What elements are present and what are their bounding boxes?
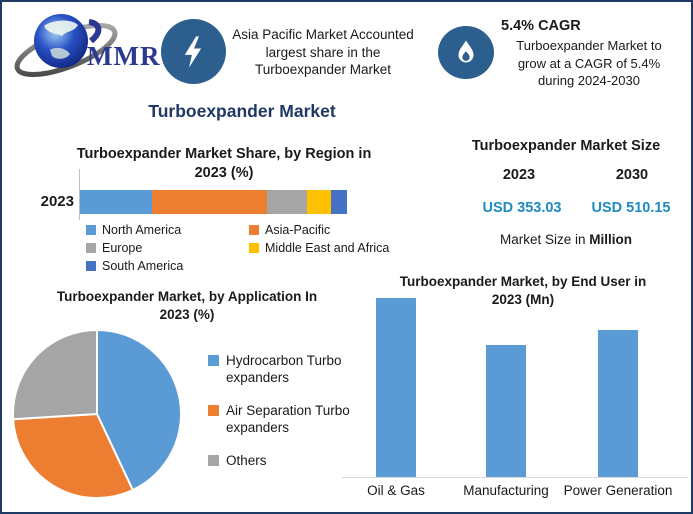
market-size-note-prefix: Market Size in xyxy=(499,232,590,247)
legend-swatch-others xyxy=(208,455,219,466)
region-chart-title-line-2: 2023 (%) xyxy=(194,165,254,181)
enduser-category-oil-gas: Oil & Gas xyxy=(367,483,425,498)
legend-label-line: Hydrocarbon Turbo xyxy=(226,353,342,368)
legend-label-north-america: North America xyxy=(102,223,182,237)
market-size-note: Market Size in Million xyxy=(447,232,685,247)
legend-item-north-america: North America xyxy=(86,223,249,237)
lightning-badge xyxy=(161,19,226,84)
region-chart-category-label: 2023 xyxy=(40,193,74,210)
cagr-title: 5.4% CAGR xyxy=(501,18,581,34)
enduser-category-manufacturing: Manufacturing xyxy=(463,483,549,498)
logo-text: MMR xyxy=(87,41,160,71)
enduser-bar-oil-gas xyxy=(376,298,416,477)
legend-item-others: Others xyxy=(208,452,350,469)
cagr-line-2: grow at a CAGR of 5.4% xyxy=(517,55,661,71)
legend-item-europe: Europe xyxy=(86,241,249,255)
legend-label-hydrocarbon-turbo-expanders: Hydrocarbon Turbo expanders xyxy=(226,352,342,386)
market-size-title: Turboexpander Market Size xyxy=(471,138,661,154)
enduser-category-power-generation: Power Generation xyxy=(563,483,673,498)
highlight-statement: Asia Pacific Market Accounted largest sh… xyxy=(224,26,422,79)
enduser-bar-power-generation xyxy=(598,330,638,477)
application-pie-chart xyxy=(12,329,182,500)
enduser-bar-manufacturing xyxy=(486,345,526,477)
application-chart-legend: Hydrocarbon Turbo expanders Air Separation… xyxy=(208,352,350,485)
legend-label-europe: Europe xyxy=(102,241,143,255)
enduser-chart-title-line-1: Turboexpander Market, by End User in xyxy=(399,274,647,289)
highlight-line-1: Asia Pacific Market Accounted xyxy=(232,27,414,42)
legend-swatch-south-america xyxy=(86,261,96,271)
pie-slice-hydrocarbon-turbo-expanders xyxy=(96,329,182,492)
legend-label-air-separation-turbo-expanders: Air Separation Turbo expanders xyxy=(226,402,350,436)
pie-slice-air-separation-turbo-expanders xyxy=(12,413,134,500)
legend-swatch-europe xyxy=(86,243,96,253)
region-bar-segment-europe xyxy=(266,190,307,214)
region-bar-segment-asia-pacific xyxy=(152,190,267,214)
globe-icon: MMR xyxy=(14,14,160,77)
page-title: Turboexpander Market xyxy=(148,101,336,121)
market-size-panel: Turboexpander Market Size 2023 2030 USD … xyxy=(447,138,685,250)
flame-icon xyxy=(458,40,474,63)
legend-label-middle-east-and-africa: Middle East and Africa xyxy=(265,241,390,255)
cagr-line-1: Turboexpander Market to xyxy=(516,38,662,53)
enduser-chart-title: Turboexpander Market, by End User in 202… xyxy=(385,273,661,309)
legend-item-asia-pacific: Asia-Pacific xyxy=(249,223,391,237)
region-bar-segment-middle-east-and-africa xyxy=(306,190,331,214)
region-bar-segment-north-america xyxy=(80,190,153,214)
pie-slice-others xyxy=(12,329,98,421)
legend-swatch-north-america xyxy=(86,225,96,235)
legend-label-others: Others xyxy=(226,452,267,469)
legend-item-hydrocarbon-turbo-expanders: Hydrocarbon Turbo expanders xyxy=(208,352,350,386)
flame-badge xyxy=(438,26,494,79)
legend-swatch-middle-east-and-africa xyxy=(249,243,259,253)
legend-label-asia-pacific: Asia-Pacific xyxy=(265,223,331,237)
legend-swatch-air-separation-turbo-expanders xyxy=(208,405,219,416)
legend-label-line: expanders xyxy=(226,420,290,435)
legend-label-south-america: South America xyxy=(102,259,184,273)
market-size-year-2023: 2023 xyxy=(502,167,536,183)
region-bar-segment-south-america xyxy=(330,190,347,214)
region-stacked-bar xyxy=(80,190,347,214)
legend-label-line: expanders xyxy=(226,370,290,385)
application-chart-title-line-2: 2023 (%) xyxy=(159,307,215,322)
market-size-note-unit: Million xyxy=(589,232,633,247)
legend-swatch-hydrocarbon-turbo-expanders xyxy=(208,355,219,366)
region-chart-y-axis xyxy=(79,169,80,220)
market-size-value-2030: USD 510.15 xyxy=(591,200,671,216)
region-chart-legend: North America Asia-Pacific Europe Middle Ea… xyxy=(86,223,391,273)
mmr-logo: MMR xyxy=(14,8,160,96)
application-chart-title: Turboexpander Market, by Application In … xyxy=(27,288,347,324)
legend-label-line: Others xyxy=(226,453,267,468)
cagr-line-3: during 2024-2030 xyxy=(538,73,640,88)
legend-swatch-asia-pacific xyxy=(249,225,259,235)
legend-item-south-america: South America xyxy=(86,259,249,273)
region-chart-title-line-1: Turboexpander Market Share, by Region in xyxy=(76,146,372,162)
legend-label-line: Air Separation Turbo xyxy=(226,403,350,418)
lightning-icon xyxy=(184,35,201,68)
market-size-value-2023: USD 353.03 xyxy=(482,200,562,216)
enduser-category-labels: Oil & Gas Manufacturing Power Generation xyxy=(342,483,688,503)
application-chart-title-line-1: Turboexpander Market, by Application In xyxy=(56,289,318,304)
region-chart-title: Turboexpander Market Share, by Region in… xyxy=(54,145,394,183)
legend-item-middle-east-and-africa: Middle East and Africa xyxy=(249,241,391,255)
legend-item-air-separation-turbo-expanders: Air Separation Turbo expanders xyxy=(208,402,350,436)
market-size-year-2030: 2030 xyxy=(615,167,649,183)
enduser-bar-plot xyxy=(342,291,688,478)
cagr-statement: 5.4% CAGR Turboexpander Market to grow a… xyxy=(501,18,677,90)
highlight-line-3: Turboexpander Market xyxy=(254,62,392,77)
enduser-chart-title-line-2: 2023 (Mn) xyxy=(491,292,555,307)
highlight-line-2: largest share in the xyxy=(265,44,381,60)
